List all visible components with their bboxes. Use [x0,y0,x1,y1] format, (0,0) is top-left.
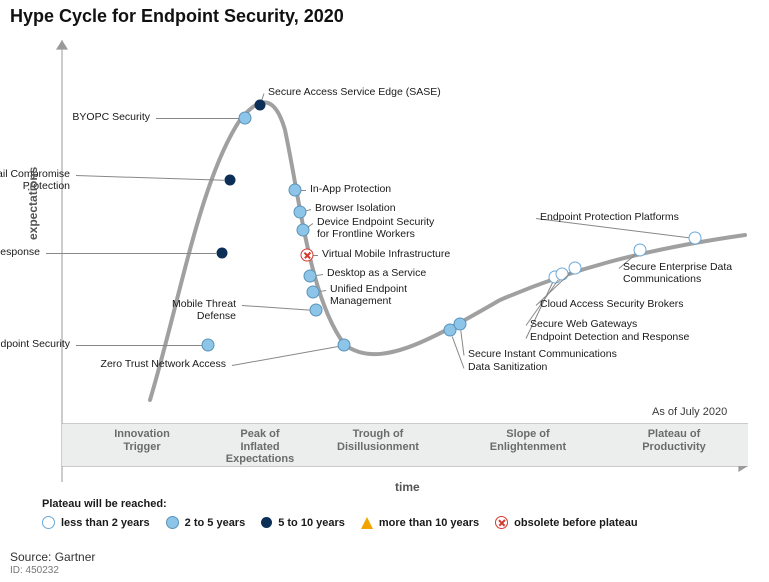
legend-label: more than 10 years [379,517,479,529]
legend-label: less than 2 years [61,517,150,529]
legend-item: 2 to 5 years [166,516,246,529]
legend-label: 5 to 10 years [278,517,345,529]
data-point-label: Secure Instant Communications [468,348,617,360]
legend-label: obsolete before plateau [514,517,637,529]
legend-label: 2 to 5 years [185,517,246,529]
label-leader [76,345,202,346]
data-point-label: Desktop as a Service [327,267,426,279]
as-of-date: As of July 2020 [652,406,727,418]
legend-swatch [166,516,179,529]
legend-row: less than 2 years 2 to 5 years 5 to 10 yea… [42,516,638,529]
label-leader [301,190,306,191]
y-axis-label: expectations [26,167,40,240]
legend-swatch [495,516,508,529]
label-leader [313,255,318,256]
data-point-label: Cloud Access Security Brokers [540,298,684,310]
source-line-1: Source: Gartner [10,550,95,564]
legend-swatch [42,516,55,529]
data-point-label: Zero Trust Network Access [101,358,226,370]
phase-label: Innovation Trigger [67,428,217,453]
legend-swatch [261,517,272,528]
x-axis-label: time [395,480,420,494]
legend-item: less than 2 years [42,516,150,529]
data-point-label: In-App Protection [310,183,391,195]
legend-swatch [361,517,373,529]
label-leader [156,118,239,119]
data-point-label: Unified Endpoint Management [330,283,407,307]
data-point-label: Unified Endpoint Security [0,338,70,350]
phase-label: Trough of Disillusionment [303,428,453,453]
legend-item: obsolete before plateau [495,516,637,529]
phase-label: Plateau of Productivity [602,428,747,453]
phase-label: Peak of Inflated Expectations [218,428,303,466]
data-point-label: Device Endpoint Security for Frontline W… [317,216,434,240]
legend-title: Plateau will be reached: [42,498,638,510]
chart-container: { "title": {"text":"Hype Cycle for Endpo… [0,0,769,582]
data-point-label: BYOPC Security [72,111,150,123]
data-point-label: Extended Detection and Response [0,246,40,258]
legend: Plateau will be reached: less than 2 yea… [42,498,638,529]
legend-item: more than 10 years [361,517,479,529]
data-point-label: Secure Enterprise Data Communications [623,261,732,285]
legend-item: 5 to 10 years [261,517,345,529]
data-point-label: Mobile Threat Defense [172,298,236,322]
data-point-label: Secure Web Gateways [530,318,637,330]
label-leader [46,253,216,254]
data-point-label: Secure Access Service Edge (SASE) [268,86,441,98]
data-point-label: Virtual Mobile Infrastructure [322,248,450,260]
phase-label: Slope of Enlightenment [453,428,603,453]
data-point-label: Endpoint Detection and Response [530,331,689,343]
source-line-2: ID: 450232 [10,565,59,576]
data-point-label: Endpoint Protection Platforms [540,211,679,223]
data-point-label: Browser Isolation [315,202,396,214]
data-point-label: Data Sanitization [468,361,547,373]
